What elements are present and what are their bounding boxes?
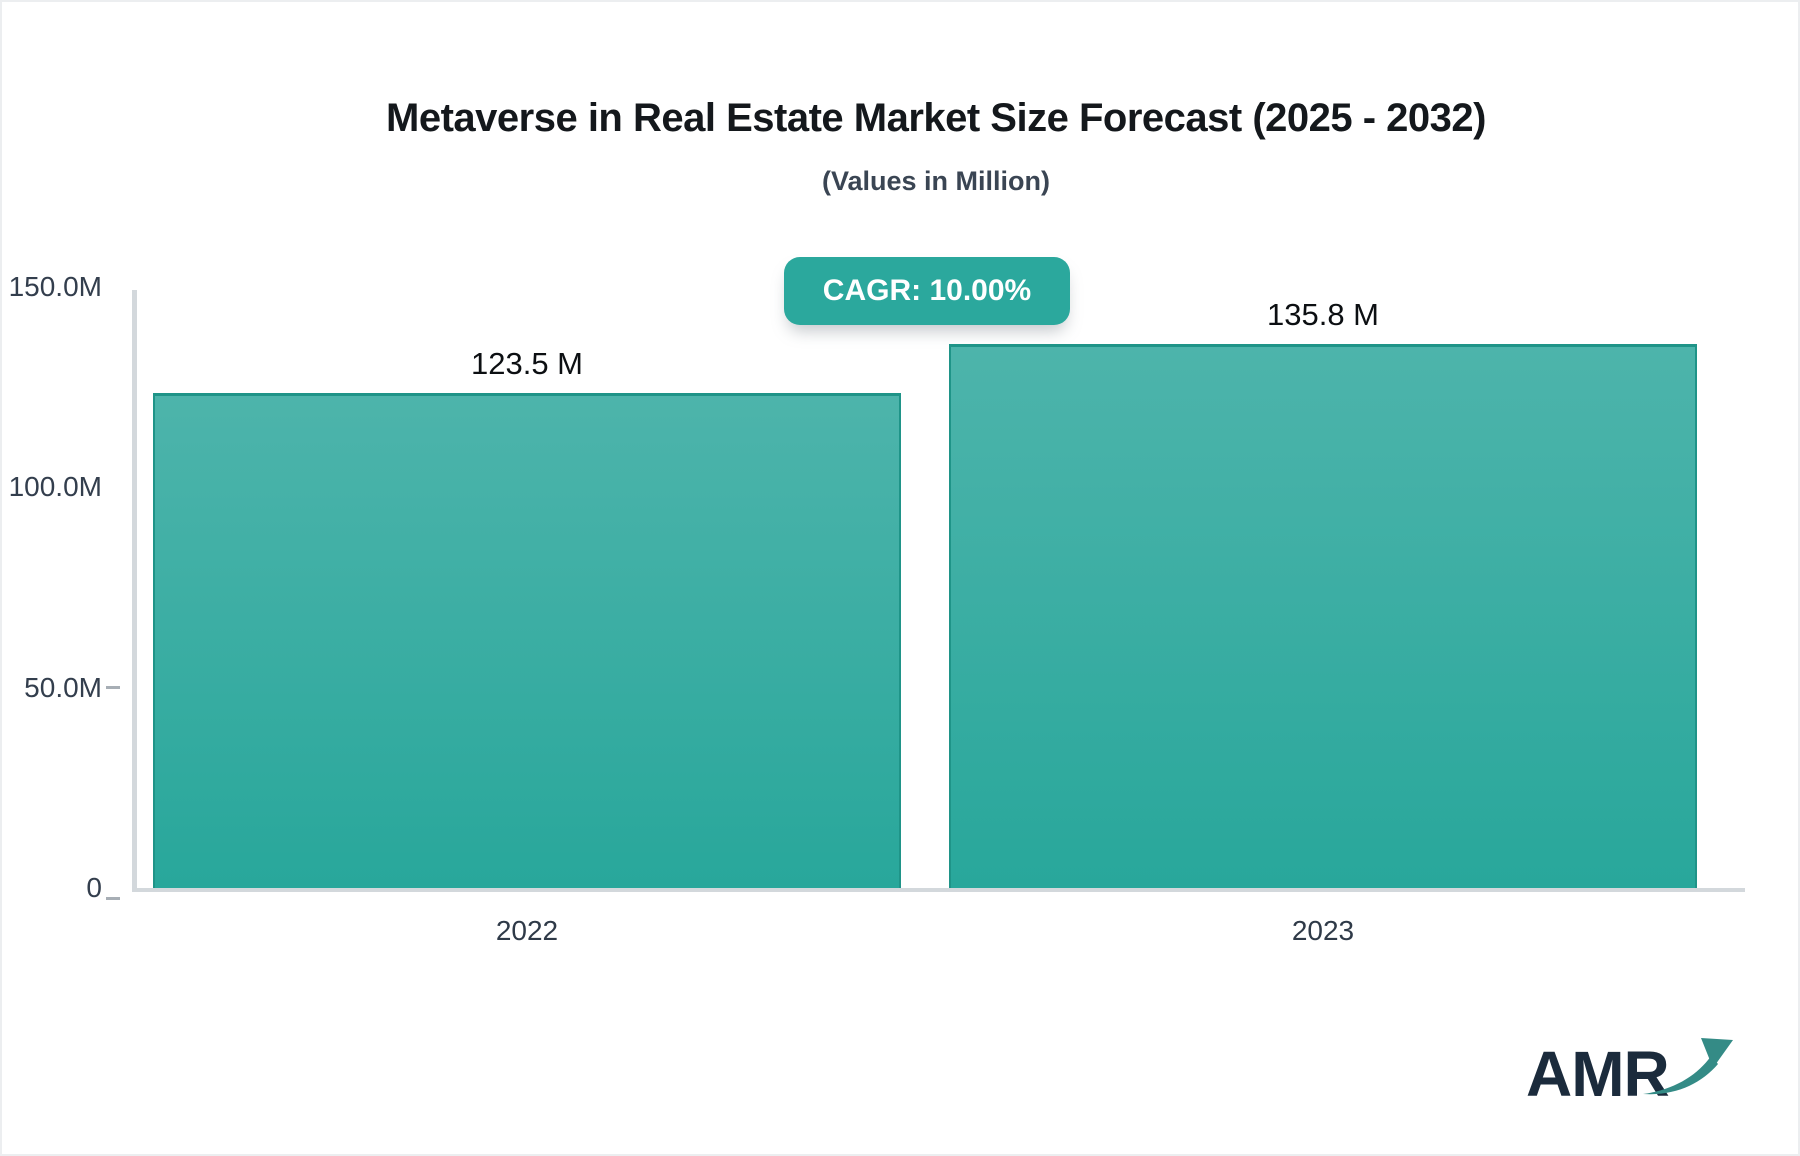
x-axis-line — [132, 888, 1745, 892]
growth-arrow-icon — [1642, 1038, 1733, 1095]
chart-subtitle: (Values in Million) — [821, 166, 1051, 196]
y-tick-label: 50.0M — [24, 671, 102, 703]
cagr-badge: CAGR: 10.00% — [784, 257, 1070, 325]
bar-2022 — [153, 393, 901, 888]
x-tick-label: 2022 — [495, 915, 559, 946]
y-tick-mark — [106, 685, 120, 689]
amr-logo-text: AMR — [1526, 1038, 1670, 1110]
amr-logo: AMR — [1526, 1032, 1736, 1116]
bar-value-label: 135.8 M — [1266, 296, 1379, 332]
y-axis-line — [132, 290, 137, 892]
y-tick-label: 100.0M — [8, 471, 102, 503]
y-tick-label: 0 — [86, 872, 102, 903]
bar-2023 — [949, 343, 1697, 888]
y-tick-label: 150.0M — [8, 271, 102, 302]
bar-value-label: 123.5 M — [470, 346, 583, 382]
cagr-badge-label: CAGR: 10.00% — [822, 274, 1032, 307]
y-tick-mark — [106, 897, 120, 900]
x-tick-label: 2023 — [1291, 915, 1355, 946]
chart-title: Metaverse in Real Estate Market Size For… — [386, 96, 1486, 140]
